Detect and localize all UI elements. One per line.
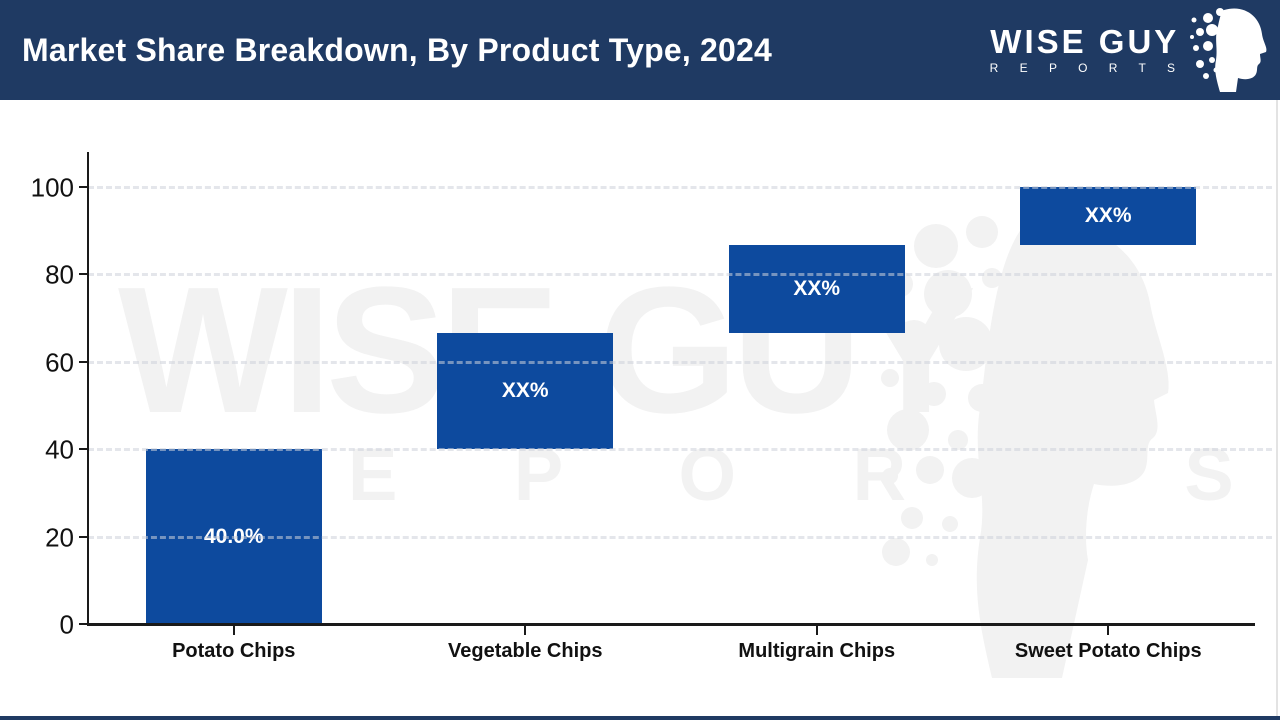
y-tick-mark-80 [79, 273, 88, 276]
y-tick-mark-20 [79, 535, 88, 538]
y-tick-label-80: 80 [45, 259, 74, 290]
brand-logo: WISE GUY R E P O R T S [986, 4, 1280, 96]
y-tick-mark-60 [79, 360, 88, 363]
gridline-20 [88, 535, 1272, 539]
header-bar: Market Share Breakdown, By Product Type,… [0, 0, 1280, 100]
bar-value-label-multigrain-chips: XX% [793, 276, 841, 300]
page-title: Market Share Breakdown, By Product Type,… [22, 31, 772, 68]
y-axis-line [87, 152, 89, 625]
x-axis-line [87, 623, 1255, 626]
gridline-40 [88, 448, 1272, 452]
bar-value-label-sweet-potato-chips: XX% [1084, 204, 1132, 228]
x-tick-label-potato-chips: Potato Chips [172, 640, 296, 662]
x-tick-label-sweet-potato-chips: Sweet Potato Chips [1014, 640, 1202, 662]
x-tick-label-vegetable-chips: Vegetable Chips [448, 640, 603, 662]
y-tick-label-100: 100 [30, 172, 74, 203]
y-tick-label-40: 40 [45, 434, 74, 465]
x-tick-label-multigrain-chips: Multigrain Chips [738, 640, 896, 662]
x-tick-mark-multigrain-chips [815, 626, 818, 635]
brand-logo-line1: WISE GUY [990, 23, 1180, 60]
y-tick-mark-0 [79, 623, 88, 625]
y-tick-mark-40 [79, 448, 88, 451]
y-tick-mark-100 [79, 186, 88, 188]
x-tick-mark-vegetable-chips [524, 626, 527, 635]
watermark-head-icon [881, 216, 1169, 678]
gridline-100 [88, 186, 1272, 189]
y-tick-label-60: 60 [45, 347, 74, 378]
y-tick-label-20: 20 [45, 522, 74, 553]
footer-bar [0, 716, 1280, 720]
page-right-border [1276, 100, 1278, 716]
chart-canvas: WISE GUY R E P O R T S 0 20 40 60 80 100 40.0… [0, 100, 1280, 716]
brand-head-icon [1190, 8, 1267, 92]
y-tick-label-0: 0 [59, 609, 74, 640]
x-tick-mark-sweet-potato-chips [1107, 626, 1110, 635]
bar-vegetable-chips: XX% [437, 332, 614, 450]
brand-logo-line2: R E P O R T S [989, 61, 1184, 75]
x-tick-mark-potato-chips [232, 626, 235, 635]
bar-sweet-potato-chips: XX% [1020, 187, 1197, 246]
gridline-60 [88, 360, 1272, 364]
bar-value-label-vegetable-chips: XX% [501, 378, 549, 402]
brand-logo-text: WISE GUY R E P O R T S [986, 25, 1184, 75]
gridline-80 [88, 273, 1272, 277]
bar-multigrain-chips: XX% [728, 245, 905, 333]
